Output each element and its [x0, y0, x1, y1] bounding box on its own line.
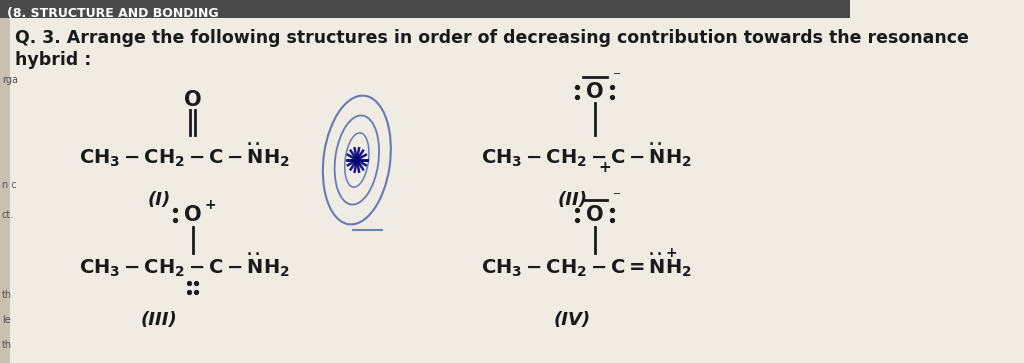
Text: Q. 3. Arrange the following structures in order of decreasing contribution towar: Q. 3. Arrange the following structures i…	[15, 29, 969, 47]
Text: +: +	[599, 159, 611, 175]
Text: le: le	[2, 315, 10, 325]
Text: hybrid :: hybrid :	[15, 51, 91, 69]
Text: (IV): (IV)	[554, 311, 591, 329]
Text: $\mathbf{CH_3-CH_2-C-\overset{..}{N}H_2}$: $\mathbf{CH_3-CH_2-C-\overset{..}{N}H_2}…	[481, 141, 692, 169]
Text: (III): (III)	[141, 311, 178, 329]
Text: ct.: ct.	[2, 210, 14, 220]
Text: $\mathbf{CH_3-CH_2-C-\overset{..}{N}H_2}$: $\mathbf{CH_3-CH_2-C-\overset{..}{N}H_2}…	[79, 251, 290, 279]
Bar	[0, 18, 10, 363]
Text: O: O	[586, 205, 604, 225]
Text: O: O	[183, 205, 202, 225]
Text: rga: rga	[2, 75, 17, 85]
Text: th: th	[2, 340, 12, 350]
Text: +: +	[666, 246, 677, 260]
Text: O: O	[586, 82, 604, 102]
Text: n c: n c	[2, 180, 16, 190]
Text: (I): (I)	[147, 191, 171, 209]
Text: $^{-}$: $^{-}$	[611, 70, 621, 84]
Text: O: O	[183, 90, 202, 110]
Text: $\mathbf{CH_3-CH_2-C-\overset{..}{N}H_2}$: $\mathbf{CH_3-CH_2-C-\overset{..}{N}H_2}…	[79, 141, 290, 169]
Text: +: +	[204, 198, 216, 212]
Text: $^{-}$: $^{-}$	[611, 190, 621, 204]
Text: (II): (II)	[558, 191, 588, 209]
Text: th: th	[2, 290, 12, 300]
Bar	[0, 0, 850, 18]
Text: $\mathbf{CH_3-CH_2-C{=}\overset{..}{N}H_2}$: $\mathbf{CH_3-CH_2-C{=}\overset{..}{N}H_…	[481, 251, 692, 279]
Text: (8. STRUCTURE AND BONDING: (8. STRUCTURE AND BONDING	[6, 7, 218, 20]
